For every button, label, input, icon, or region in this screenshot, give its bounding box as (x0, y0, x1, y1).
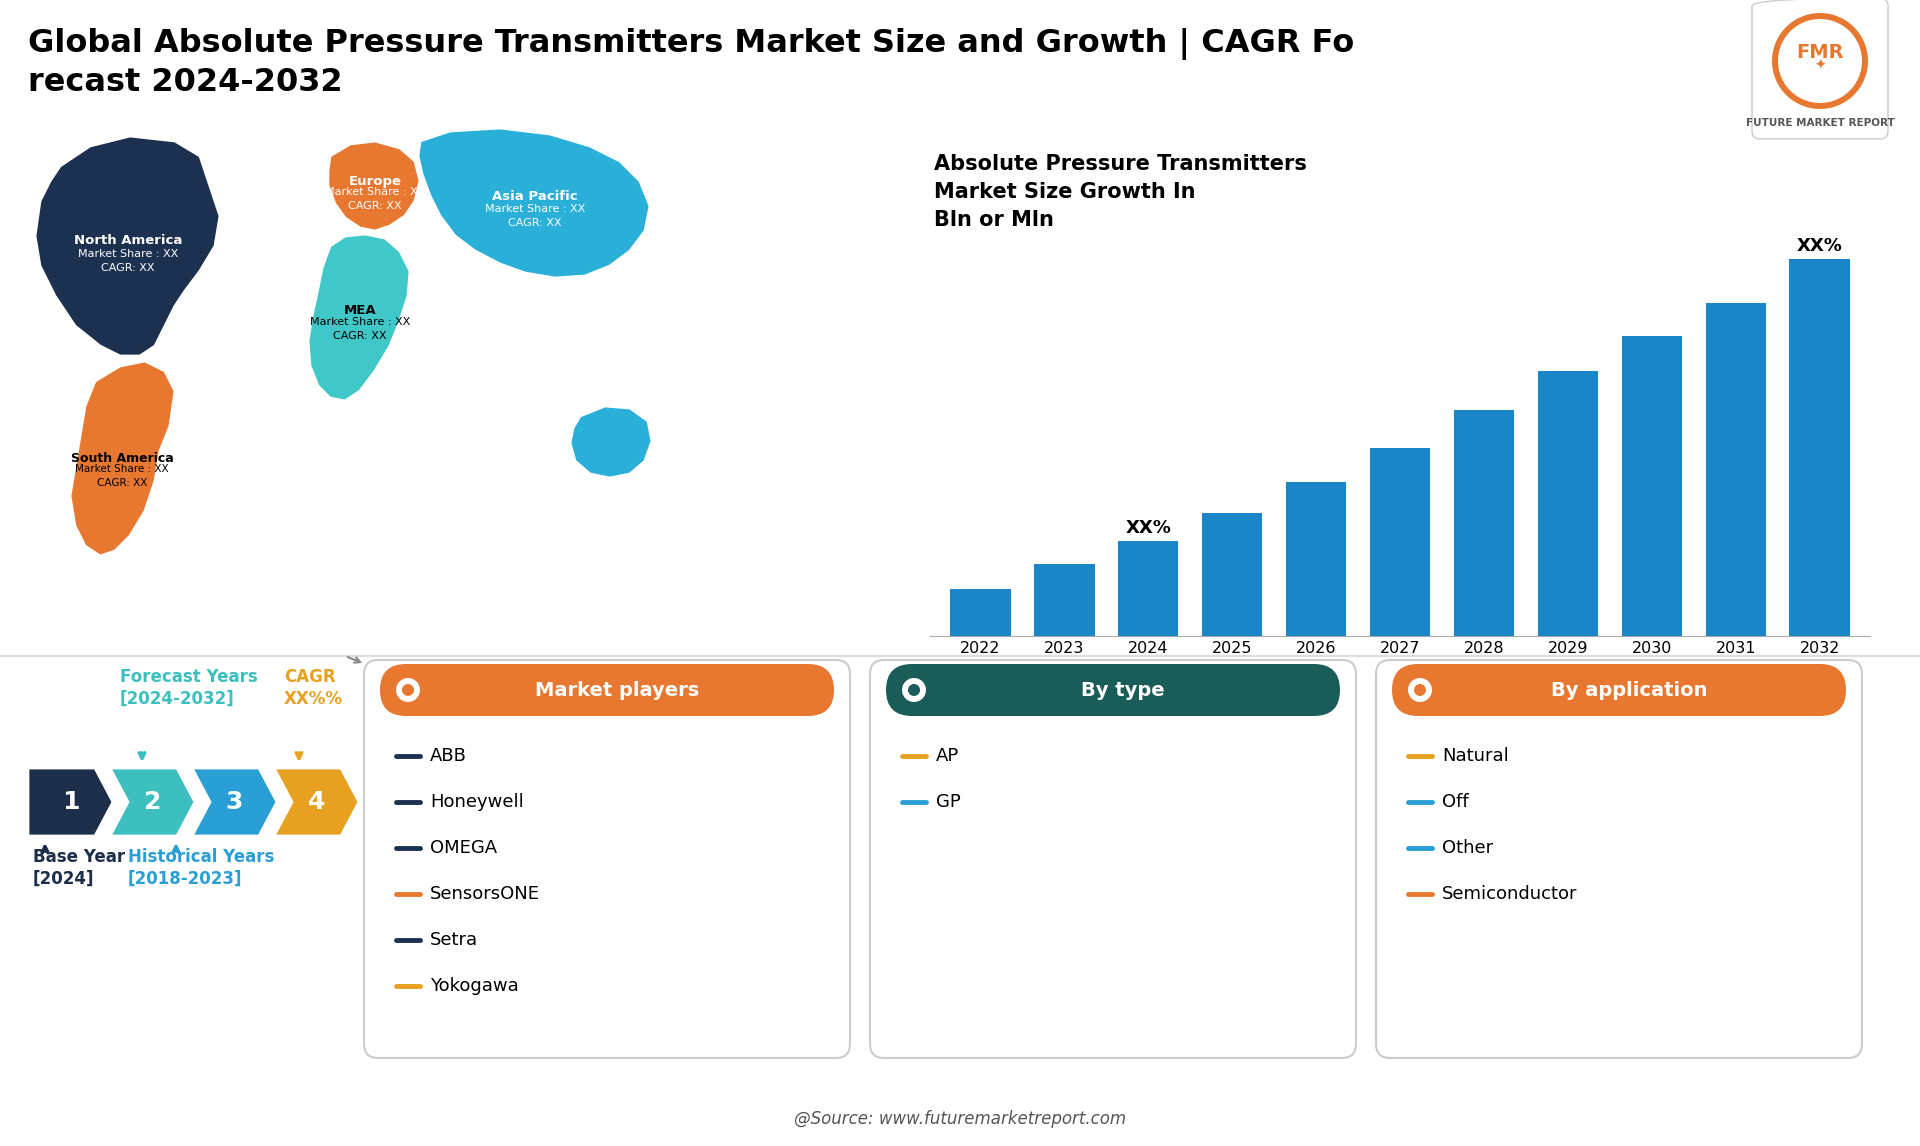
Text: 1: 1 (61, 790, 79, 814)
Text: XX%: XX% (1125, 519, 1171, 536)
Bar (1117, 541, 1179, 636)
Bar (1705, 304, 1766, 636)
Text: Yokogawa: Yokogawa (430, 978, 518, 995)
Text: OMEGA: OMEGA (430, 839, 497, 857)
Text: @Source: www.futuremarketreport.com: @Source: www.futuremarketreport.com (795, 1110, 1125, 1128)
Text: By application: By application (1551, 681, 1707, 699)
Text: Natural: Natural (1442, 747, 1509, 766)
Circle shape (1407, 678, 1432, 702)
Polygon shape (307, 234, 411, 401)
Text: Semiconductor: Semiconductor (1442, 885, 1578, 903)
Bar (1202, 512, 1261, 636)
Polygon shape (69, 361, 175, 556)
Text: XX%: XX% (1797, 237, 1843, 256)
Text: ABB: ABB (430, 747, 467, 766)
Text: 3: 3 (227, 790, 244, 814)
Circle shape (1778, 19, 1862, 103)
Circle shape (1413, 684, 1427, 696)
Bar (1035, 564, 1094, 636)
Bar (950, 589, 1010, 636)
Text: Market Share : XX
CAGR: XX: Market Share : XX CAGR: XX (486, 204, 586, 228)
Text: Global Absolute Pressure Transmitters Market Size and Growth | CAGR Fo
recast 20: Global Absolute Pressure Transmitters Ma… (29, 28, 1354, 99)
Text: MEA: MEA (344, 305, 376, 317)
Text: FMR: FMR (1797, 44, 1843, 63)
Polygon shape (29, 768, 113, 835)
Text: ✦: ✦ (1814, 58, 1826, 73)
Text: CAGR
XX%%: CAGR XX%% (284, 668, 344, 708)
Text: GP: GP (937, 793, 960, 811)
FancyBboxPatch shape (870, 660, 1356, 1058)
FancyBboxPatch shape (1392, 664, 1845, 716)
Text: Market Share : XX
CAGR: XX: Market Share : XX CAGR: XX (75, 464, 169, 487)
Polygon shape (419, 128, 651, 278)
Text: Market Share : XX
CAGR: XX: Market Share : XX CAGR: XX (79, 250, 179, 273)
Text: Market Share : XX
CAGR: XX: Market Share : XX CAGR: XX (309, 317, 411, 340)
Bar (1369, 448, 1430, 636)
Bar (1622, 336, 1682, 636)
Text: Honeywell: Honeywell (430, 793, 524, 811)
Text: 4: 4 (307, 790, 324, 814)
Text: Other: Other (1442, 839, 1494, 857)
Polygon shape (109, 768, 196, 835)
Text: AP: AP (937, 747, 960, 766)
Text: Base Year
[2024]: Base Year [2024] (33, 848, 125, 888)
Bar (1453, 410, 1515, 636)
Polygon shape (35, 136, 221, 356)
Text: Forecast Years
[2024-2032]: Forecast Years [2024-2032] (119, 668, 257, 708)
Circle shape (1772, 13, 1868, 109)
FancyBboxPatch shape (380, 664, 833, 716)
Bar (1286, 482, 1346, 636)
Text: SensorsONE: SensorsONE (430, 885, 540, 903)
Text: 2: 2 (144, 790, 161, 814)
Text: Off: Off (1442, 793, 1469, 811)
Text: Setra: Setra (430, 931, 478, 949)
Text: Absolute Pressure Transmitters
Market Size Growth In
Bln or Mln: Absolute Pressure Transmitters Market Si… (935, 154, 1308, 229)
Circle shape (401, 684, 415, 696)
Text: FUTURE MARKET REPORT: FUTURE MARKET REPORT (1745, 118, 1895, 128)
Circle shape (902, 678, 925, 702)
Text: North America: North America (73, 235, 182, 248)
FancyBboxPatch shape (365, 660, 851, 1058)
Text: By type: By type (1081, 681, 1165, 699)
Polygon shape (192, 768, 276, 835)
Text: Market players: Market players (536, 681, 699, 699)
Circle shape (396, 678, 420, 702)
Polygon shape (570, 406, 653, 478)
Text: Europe: Europe (349, 174, 401, 188)
FancyBboxPatch shape (885, 664, 1340, 716)
Text: Asia Pacific: Asia Pacific (492, 189, 578, 203)
Text: Market Share : XX
CAGR: XX: Market Share : XX CAGR: XX (324, 188, 424, 211)
Polygon shape (275, 768, 359, 835)
Bar (1789, 259, 1849, 636)
Text: South America: South America (71, 452, 173, 464)
Circle shape (908, 684, 920, 696)
Polygon shape (328, 141, 420, 231)
Bar (1538, 371, 1597, 636)
Text: Historical Years
[2018-2023]: Historical Years [2018-2023] (129, 848, 275, 888)
FancyBboxPatch shape (1377, 660, 1862, 1058)
